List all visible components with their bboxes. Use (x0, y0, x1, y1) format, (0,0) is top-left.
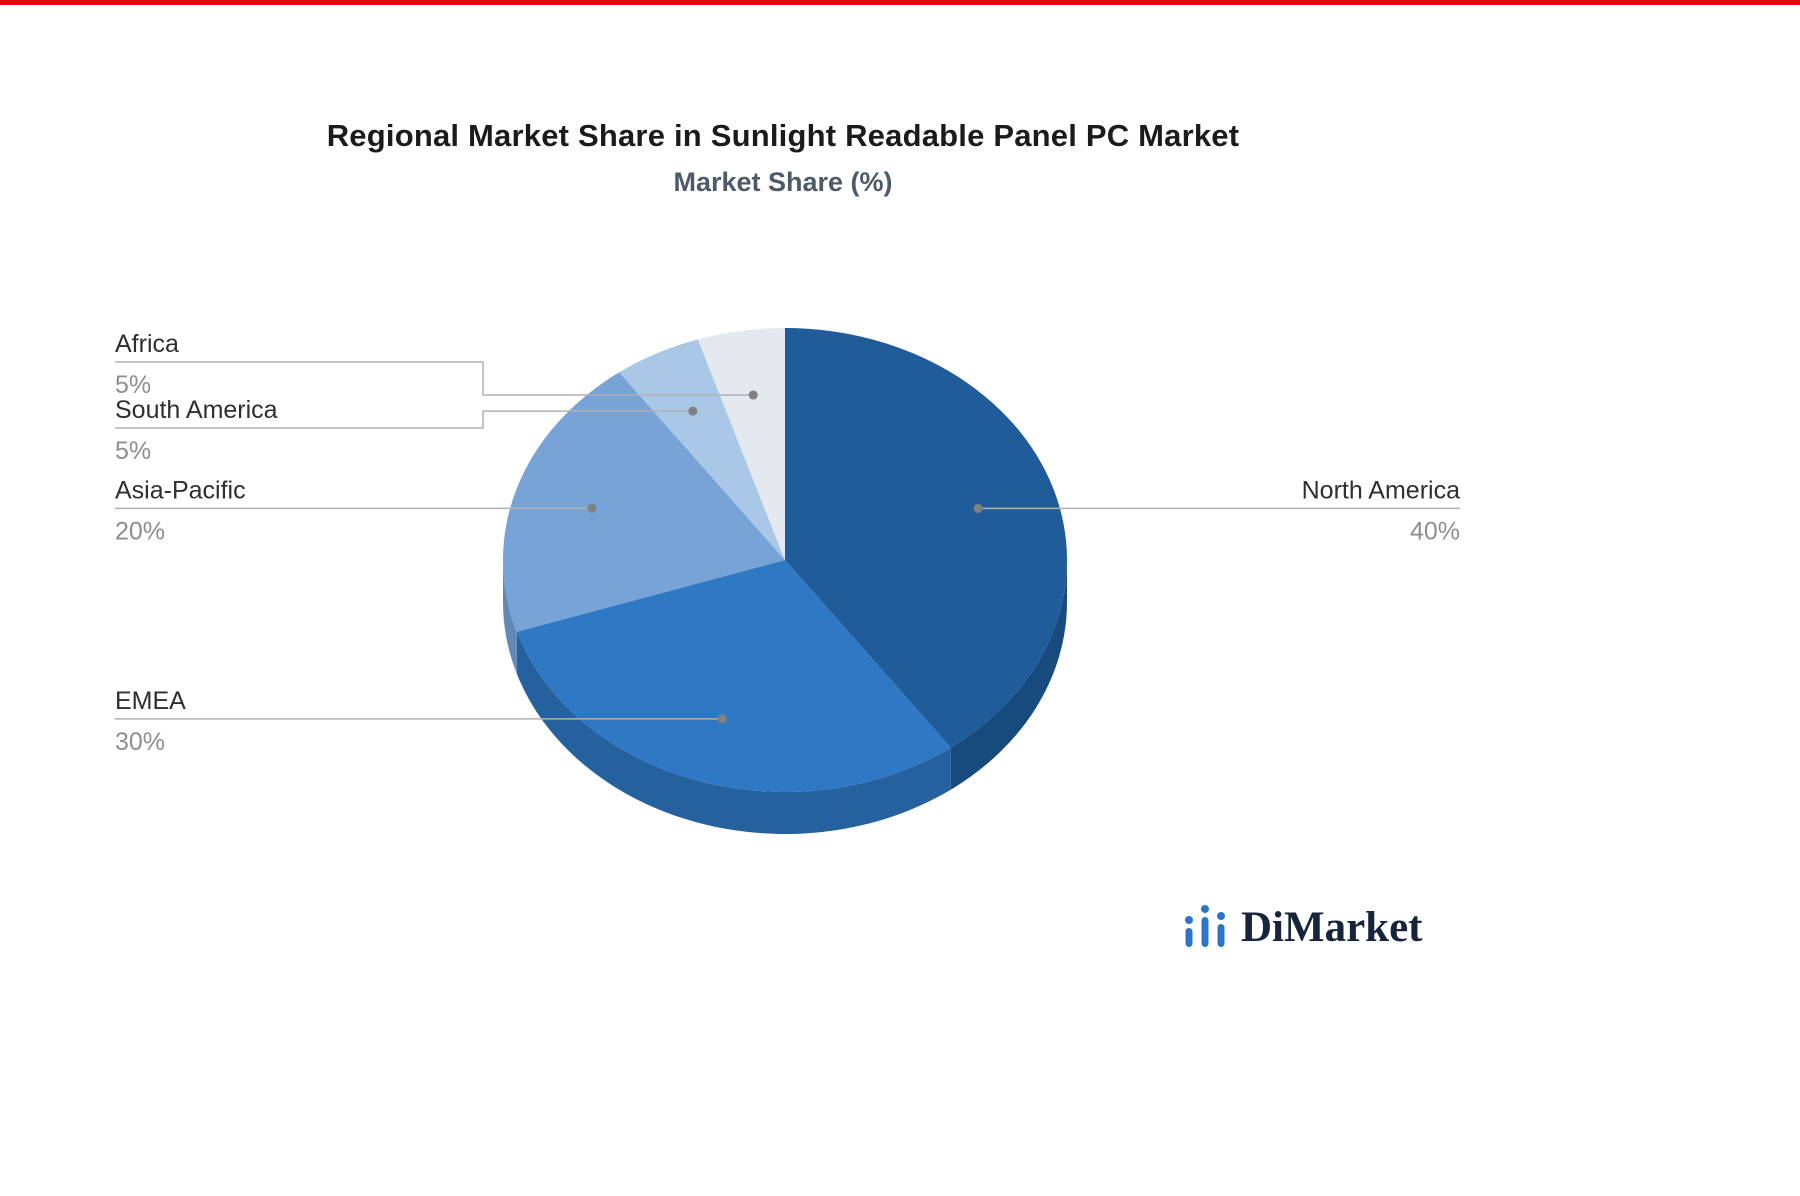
pie-value-north-america: 40% (1410, 517, 1460, 545)
leader-dot-north-america (973, 503, 983, 513)
pie-label-north-america: North America (1302, 476, 1460, 504)
pie-slice-africa (697, 328, 785, 560)
leader-dot-emea (717, 714, 727, 724)
pie-side-emea (516, 631, 951, 834)
pie-value-africa: 5% (115, 371, 151, 399)
leader-dot-asia-pacific (587, 503, 597, 513)
pie-side-asia-pacific (503, 560, 517, 674)
pie-label-emea: EMEA (115, 687, 186, 715)
brand-name: DiMarket (1241, 904, 1423, 951)
leader-dot-africa (748, 390, 758, 400)
pie-value-asia-pacific: 20% (115, 517, 165, 545)
pie-label-africa: Africa (115, 330, 179, 358)
pie-label-asia-pacific: Asia-Pacific (115, 476, 246, 504)
pie-slice-north-america (785, 328, 1067, 748)
pie-value-south-america: 5% (115, 437, 151, 465)
pie-value-emea: 30% (115, 728, 165, 756)
pie-slice-asia-pacific (502, 372, 785, 632)
chart-subtitle: Market Share (%) (673, 167, 893, 197)
pie-slice-emea (516, 560, 951, 792)
pie-side-north-america (950, 560, 1067, 790)
pie-label-south-america: South America (115, 396, 278, 424)
brand-logo: DiMarket (1183, 903, 1423, 949)
chart-title: Regional Market Share in Sunlight Readab… (326, 118, 1240, 153)
bar-chart-icon (1185, 905, 1225, 947)
top-strip (0, 0, 1800, 5)
leader-line-africa (115, 361, 754, 396)
leader-dot-south-america (688, 406, 698, 416)
leader-line-south-america (115, 410, 693, 429)
